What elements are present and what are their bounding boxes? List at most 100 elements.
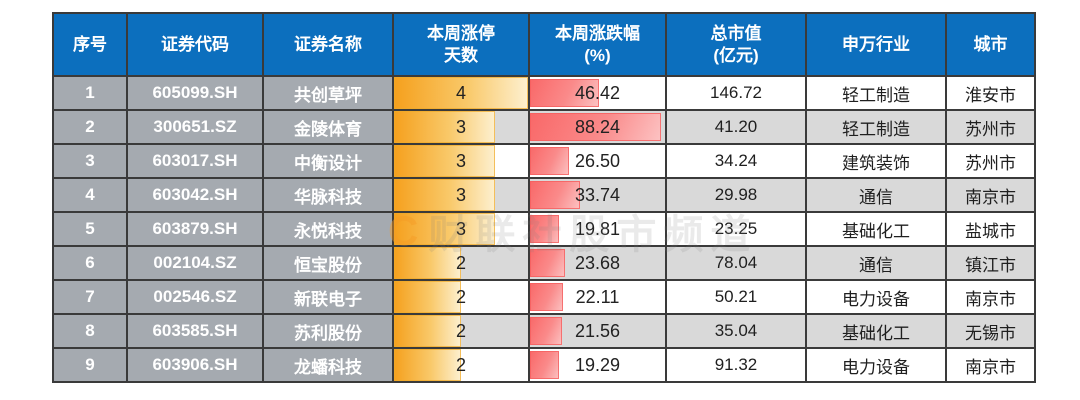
change-pct-cell: 19.29 bbox=[530, 349, 665, 381]
security-name-cell: 华脉科技 bbox=[264, 179, 392, 211]
row-index-cell: 3 bbox=[54, 145, 126, 177]
change-pct-bar bbox=[530, 283, 563, 311]
limit-days-bar bbox=[394, 247, 461, 279]
row-index-cell: 7 bbox=[54, 281, 126, 313]
column-header-market_cap: 总市值 (亿元) bbox=[667, 14, 805, 75]
market-cap-cell: 29.98 bbox=[667, 179, 805, 211]
limit-days-cell: 2 bbox=[394, 281, 528, 313]
change-pct-value: 22.11 bbox=[575, 286, 620, 307]
limit-days-value: 3 bbox=[455, 184, 466, 205]
industry-cell: 基础化工 bbox=[807, 213, 945, 245]
change-pct-cell: 33.74 bbox=[530, 179, 665, 211]
limit-days-cell: 2 bbox=[394, 349, 528, 381]
limit-days-value: 2 bbox=[455, 286, 466, 307]
city-cell: 无锡市 bbox=[947, 315, 1034, 347]
industry-cell: 轻工制造 bbox=[807, 111, 945, 143]
market-cap-cell: 35.04 bbox=[667, 315, 805, 347]
security-code-cell: 603906.SH bbox=[128, 349, 262, 381]
industry-cell: 基础化工 bbox=[807, 315, 945, 347]
limit-days-value: 3 bbox=[455, 218, 466, 239]
change-pct-value: 88.24 bbox=[574, 116, 621, 137]
market-cap-cell: 146.72 bbox=[667, 77, 805, 109]
row-index-cell: 8 bbox=[54, 315, 126, 347]
security-name-cell: 金陵体育 bbox=[264, 111, 392, 143]
security-code-cell: 002546.SZ bbox=[128, 281, 262, 313]
limit-days-bar bbox=[394, 213, 495, 245]
security-code-cell: 603017.SH bbox=[128, 145, 262, 177]
market-cap-cell: 41.20 bbox=[667, 111, 805, 143]
security-code-cell: 605099.SH bbox=[128, 77, 262, 109]
change-pct-value: 23.68 bbox=[574, 252, 621, 273]
header-line1: 申万行业 bbox=[842, 34, 910, 54]
header-line1: 证券代码 bbox=[161, 34, 229, 54]
city-cell: 淮安市 bbox=[947, 77, 1034, 109]
row-index-cell: 4 bbox=[54, 179, 126, 211]
security-name-cell: 恒宝股份 bbox=[264, 247, 392, 279]
limit-days-cell: 2 bbox=[394, 247, 528, 279]
limit-days-cell: 3 bbox=[394, 111, 528, 143]
security-name-cell: 苏利股份 bbox=[264, 315, 392, 347]
limit-days-value: 2 bbox=[455, 354, 466, 375]
security-name-cell: 永悦科技 bbox=[264, 213, 392, 245]
industry-cell: 通信 bbox=[807, 179, 945, 211]
security-code-cell: 603879.SH bbox=[128, 213, 262, 245]
column-header-industry: 申万行业 bbox=[807, 14, 945, 75]
limit-days-bar bbox=[394, 77, 528, 109]
city-cell: 南京市 bbox=[947, 349, 1034, 381]
change-pct-bar bbox=[530, 181, 581, 209]
market-cap-cell: 50.21 bbox=[667, 281, 805, 313]
column-header-name: 证券名称 bbox=[264, 14, 392, 75]
change-pct-cell: 26.50 bbox=[530, 145, 665, 177]
market-cap-cell: 34.24 bbox=[667, 145, 805, 177]
market-cap-cell: 23.25 bbox=[667, 213, 805, 245]
change-pct-cell: 19.81 bbox=[530, 213, 665, 245]
column-header-no: 序号 bbox=[54, 14, 126, 75]
limit-days-bar bbox=[394, 179, 495, 211]
security-name-cell: 龙蟠科技 bbox=[264, 349, 392, 381]
industry-cell: 电力设备 bbox=[807, 349, 945, 381]
industry-cell: 建筑装饰 bbox=[807, 145, 945, 177]
city-cell: 南京市 bbox=[947, 281, 1034, 313]
header-line1: 本周涨跌幅 bbox=[555, 24, 640, 44]
header-line2: (%) bbox=[584, 45, 611, 65]
row-index-cell: 2 bbox=[54, 111, 126, 143]
change-pct-bar bbox=[530, 113, 661, 141]
limit-days-bar bbox=[394, 315, 461, 347]
change-pct-bar bbox=[530, 249, 566, 277]
stock-table: 序号 证券代码 证券名称 本周涨停 天数 本周涨跌幅 (%) 总市值 (亿元) 申万行业 城市 1 60… bbox=[52, 12, 1036, 383]
limit-days-bar bbox=[394, 111, 495, 143]
limit-days-value: 3 bbox=[455, 150, 466, 171]
limit-days-bar bbox=[394, 145, 495, 177]
change-pct-bar bbox=[530, 147, 570, 175]
security-code-cell: 603585.SH bbox=[128, 315, 262, 347]
limit-days-value: 2 bbox=[455, 320, 466, 341]
column-header-code: 证券代码 bbox=[128, 14, 262, 75]
limit-days-value: 2 bbox=[455, 252, 466, 273]
security-code-cell: 603042.SH bbox=[128, 179, 262, 211]
limit-days-cell: 4 bbox=[394, 77, 528, 109]
header-line1: 本周涨停 bbox=[427, 24, 495, 44]
column-header-change_pct: 本周涨跌幅 (%) bbox=[530, 14, 665, 75]
column-header-city: 城市 bbox=[947, 14, 1034, 75]
header-line1: 证券名称 bbox=[294, 34, 362, 54]
city-cell: 苏州市 bbox=[947, 111, 1034, 143]
change-pct-value: 46.42 bbox=[574, 82, 621, 103]
limit-days-bar bbox=[394, 281, 461, 313]
market-cap-cell: 91.32 bbox=[667, 349, 805, 381]
industry-cell: 电力设备 bbox=[807, 281, 945, 313]
limit-days-value: 4 bbox=[455, 82, 466, 103]
header-line2: 天数 bbox=[444, 45, 478, 65]
limit-days-cell: 3 bbox=[394, 145, 528, 177]
row-index-cell: 9 bbox=[54, 349, 126, 381]
change-pct-value: 26.50 bbox=[574, 150, 621, 171]
change-pct-cell: 23.68 bbox=[530, 247, 665, 279]
industry-cell: 轻工制造 bbox=[807, 77, 945, 109]
security-name-cell: 共创草坪 bbox=[264, 77, 392, 109]
limit-days-cell: 2 bbox=[394, 315, 528, 347]
change-pct-cell: 46.42 bbox=[530, 77, 665, 109]
row-index-cell: 5 bbox=[54, 213, 126, 245]
security-name-cell: 新联电子 bbox=[264, 281, 392, 313]
change-pct-value: 19.81 bbox=[574, 218, 621, 239]
limit-days-cell: 3 bbox=[394, 213, 528, 245]
row-index-cell: 1 bbox=[54, 77, 126, 109]
